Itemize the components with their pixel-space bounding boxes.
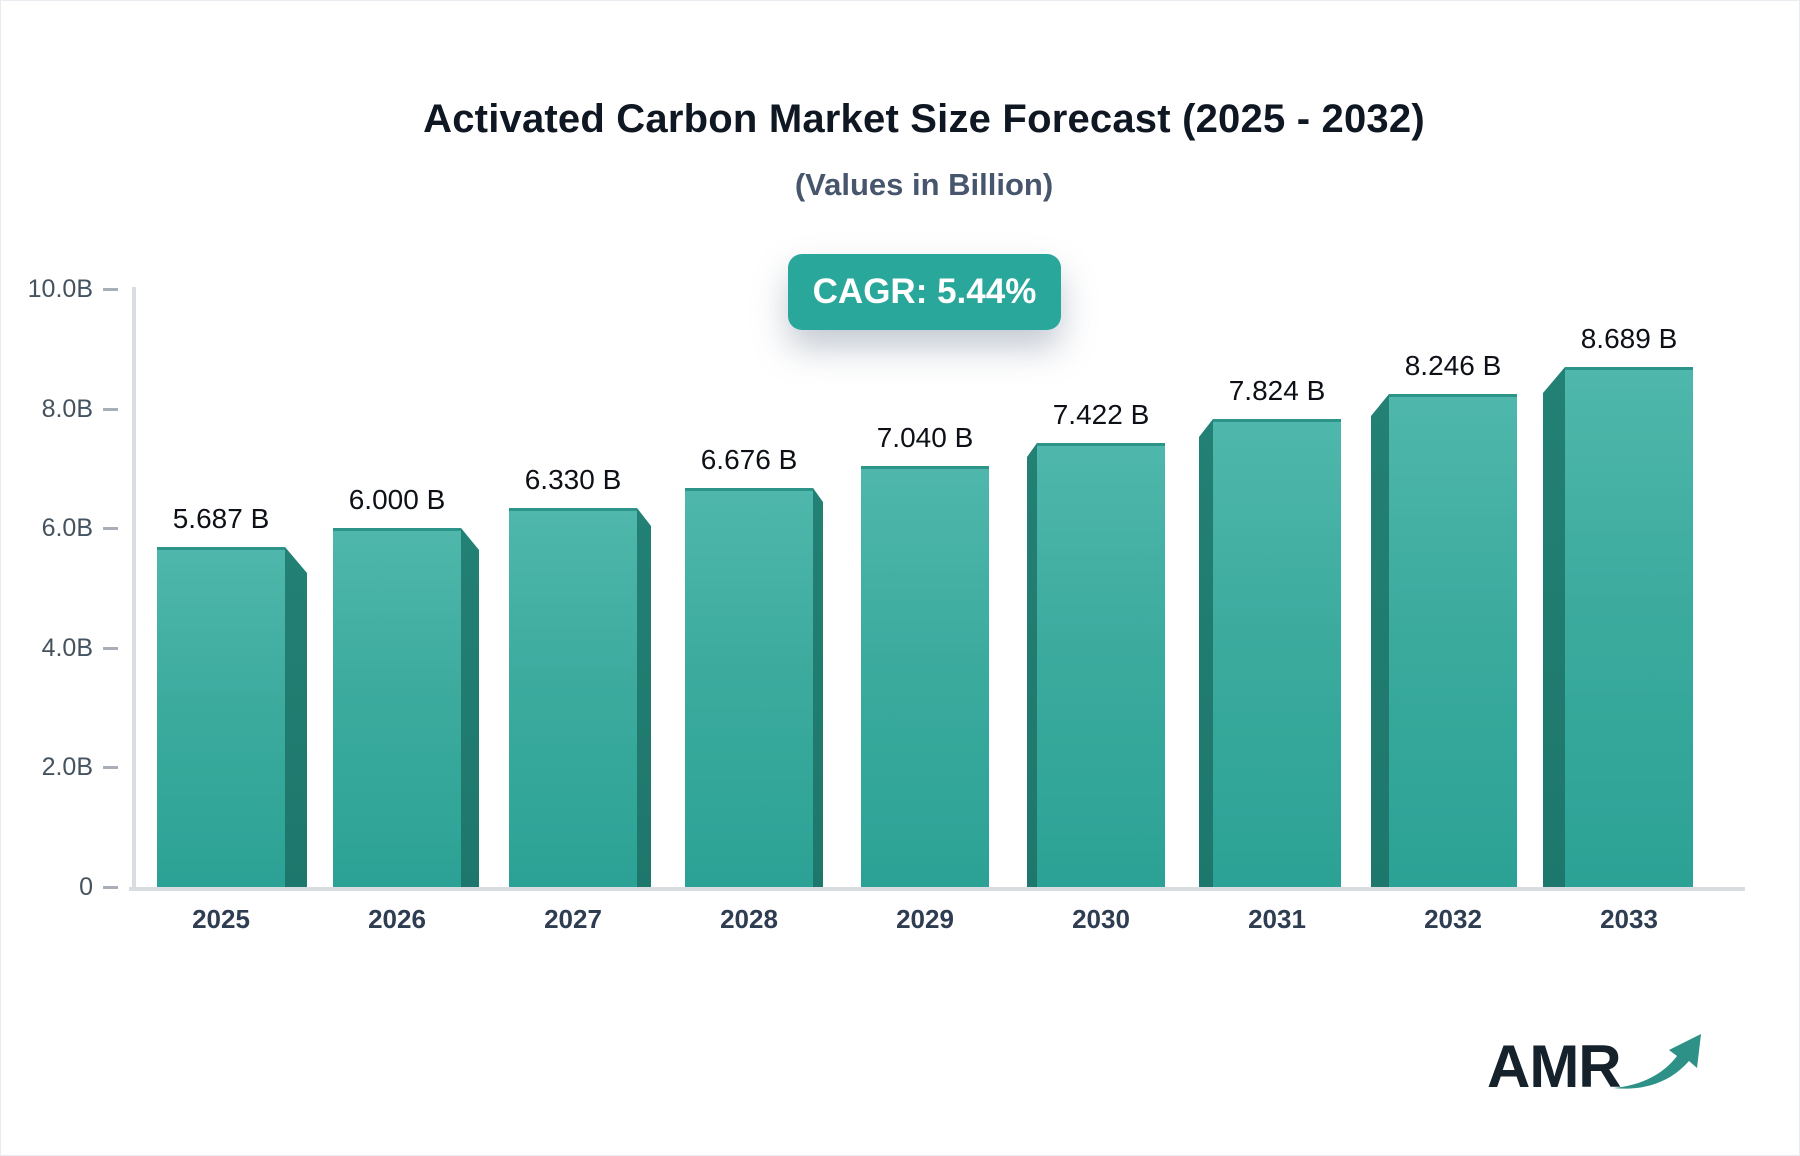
amr-logo: AMR xyxy=(1487,1033,1707,1103)
bar-value-label-2031: 7.824 B xyxy=(1228,375,1326,406)
x-tick-label-2026: 2026 xyxy=(368,904,426,934)
bar-side-2027 xyxy=(637,508,651,887)
x-tick-label-2029: 2029 xyxy=(896,904,954,934)
x-tick-label-2030: 2030 xyxy=(1072,904,1130,934)
x-axis-baseline xyxy=(129,887,1745,891)
cagr-badge: CAGR: 5.44% xyxy=(788,254,1061,330)
bar-value-label-2030: 7.422 B xyxy=(1052,399,1150,430)
cagr-badge-label: CAGR: 5.44% xyxy=(812,272,1037,311)
bar-side-2033 xyxy=(1543,367,1565,887)
bar-group-2033[interactable] xyxy=(1543,367,1693,887)
x-tick-label-2027: 2027 xyxy=(544,904,602,934)
x-tick-label-2033: 2033 xyxy=(1600,904,1658,934)
y-tick-label: 4.0B xyxy=(41,633,93,662)
x-tick-label-2025: 2025 xyxy=(192,904,250,934)
y-tick-label: 8.0B xyxy=(41,394,93,423)
bar-group-2031[interactable] xyxy=(1199,419,1341,887)
bar-group-2027[interactable] xyxy=(509,508,651,887)
y-tick-dash xyxy=(103,886,118,889)
bar-value-label-2033: 8.689 B xyxy=(1580,323,1678,354)
bar-value-label-2026: 6.000 B xyxy=(348,484,446,515)
chart-title: Activated Carbon Market Size Forecast (2… xyxy=(423,97,1425,141)
y-tick-dash xyxy=(103,407,118,411)
bar-front-2028[interactable] xyxy=(685,488,813,887)
y-tick-label: 0 xyxy=(79,873,93,901)
bar-front-2026[interactable] xyxy=(333,528,461,887)
y-tick-dash xyxy=(103,646,118,650)
bar-side-2026 xyxy=(461,528,479,887)
bar-group-2032[interactable] xyxy=(1371,394,1517,887)
x-tick-label-2028: 2028 xyxy=(720,904,778,934)
bar-side-2030 xyxy=(1027,443,1037,887)
bar-group-2028[interactable] xyxy=(685,488,823,887)
bar-value-label-2027: 6.330 B xyxy=(524,464,622,495)
y-tick-label: 10.0B xyxy=(27,275,93,303)
bar-group-2029[interactable] xyxy=(861,466,989,887)
bar-front-2032[interactable] xyxy=(1389,394,1517,887)
bar-front-2031[interactable] xyxy=(1213,419,1341,887)
trend-up-arrow-icon xyxy=(1611,1030,1707,1097)
y-tick-label: 6.0B xyxy=(41,514,93,543)
bar-front-2027[interactable] xyxy=(509,508,637,887)
bar-front-2030[interactable] xyxy=(1037,443,1165,887)
y-axis-line xyxy=(132,287,136,891)
bar-side-2025 xyxy=(285,547,307,887)
amr-logo-text: AMR xyxy=(1487,1033,1622,1100)
bar-side-2031 xyxy=(1199,419,1213,887)
bar-group-2026[interactable] xyxy=(333,528,479,887)
bar-front-2029[interactable] xyxy=(861,466,989,887)
y-tick-label: 2.0B xyxy=(41,753,93,782)
bar-value-label-2029: 7.040 B xyxy=(876,422,974,453)
y-tick-dash xyxy=(103,527,118,531)
y-tick-dash xyxy=(103,288,118,291)
bar-group-2025[interactable] xyxy=(157,547,307,887)
bar-group-2030[interactable] xyxy=(1027,443,1165,887)
bar-side-2028 xyxy=(813,488,823,887)
bar-value-label-2025: 5.687 B xyxy=(172,503,270,534)
x-tick-label-2031: 2031 xyxy=(1248,904,1306,934)
bar-front-2025[interactable] xyxy=(157,547,285,887)
bar-value-label-2032: 8.246 B xyxy=(1404,350,1502,381)
bar-side-2032 xyxy=(1371,394,1389,887)
chart-subtitle: (Values in Billion) xyxy=(794,167,1054,202)
bar-front-2033[interactable] xyxy=(1565,367,1693,887)
y-tick-dash xyxy=(103,766,118,770)
bar-value-label-2028: 6.676 B xyxy=(700,444,798,475)
x-tick-label-2032: 2032 xyxy=(1424,904,1482,934)
